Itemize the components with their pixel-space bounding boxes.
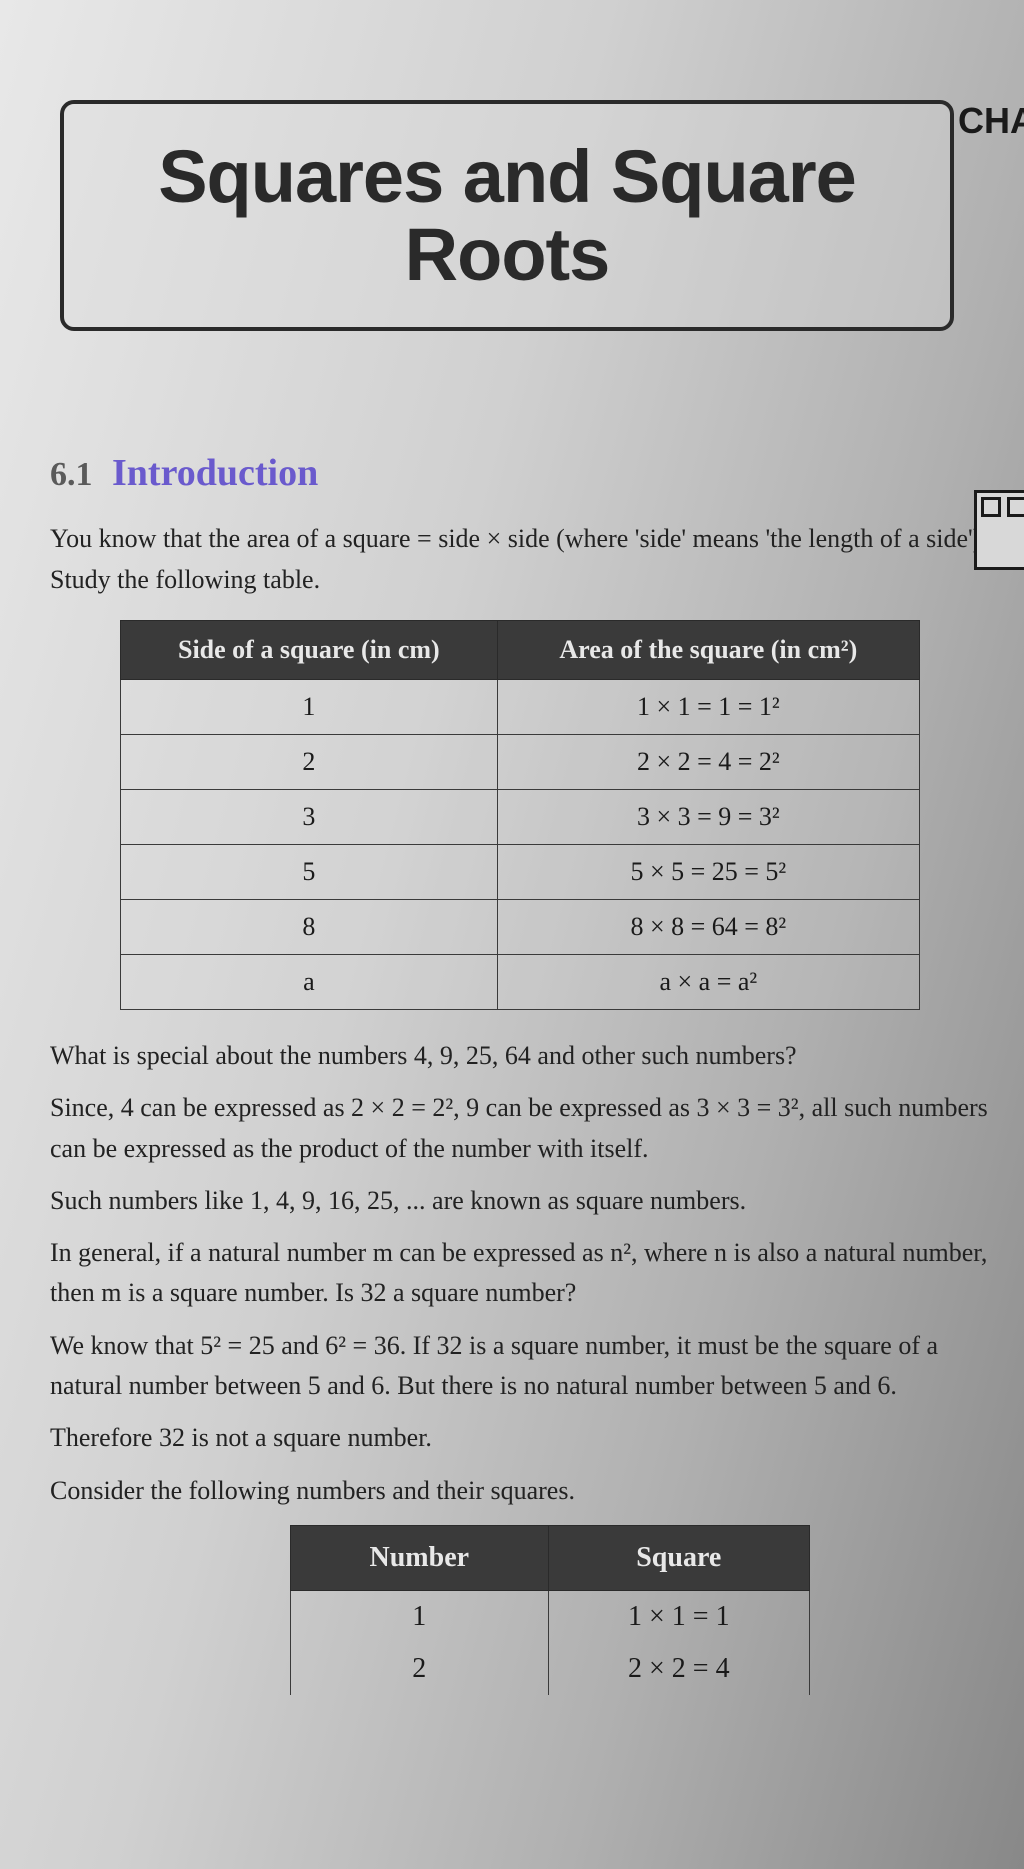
table1-cell: 2 [121,734,498,789]
table1-cell: 2 × 2 = 4 = 2² [497,734,919,789]
table2-cell: 2 [291,1643,549,1695]
intro-paragraph: You know that the area of a square = sid… [50,519,994,600]
section-heading-text: Introduction [112,452,318,494]
table2-header-square: Square [548,1525,809,1590]
table1-cell: 8 × 8 = 64 = 8² [497,899,919,954]
table-row: 11 × 1 = 1 = 1² [121,679,920,734]
explain-paragraph-2: Such numbers like 1, 4, 9, 16, 25, ... a… [50,1181,994,1221]
table-row: 11 × 1 = 1 [291,1590,810,1643]
table-row: 33 × 3 = 9 = 3² [121,789,920,844]
lead-in-paragraph: Consider the following numbers and their… [50,1471,994,1511]
table-row: 22 × 2 = 4 [291,1643,810,1695]
explain-paragraph-3: In general, if a natural number m can be… [50,1233,994,1314]
chapter-title: Squares and Square Roots [104,138,910,293]
table1-cell: a × a = a² [497,954,919,1009]
table1-cell: 5 [121,844,498,899]
table1-header-side: Side of a square (in cm) [121,620,498,679]
qr-code-icon [974,490,1024,570]
table2-header-number: Number [291,1525,549,1590]
explain-paragraph-4: We know that 5² = 25 and 6² = 36. If 32 … [50,1326,994,1407]
side-area-table: Side of a square (in cm) Area of the squ… [120,620,920,1010]
table2-cell: 1 × 1 = 1 [548,1590,809,1643]
table1-cell: a [121,954,498,1009]
table-row: aa × a = a² [121,954,920,1009]
table2-cell: 1 [291,1590,549,1643]
table1-cell: 3 [121,789,498,844]
conclusion-paragraph: Therefore 32 is not a square number. [50,1418,994,1458]
chapter-title-box: Squares and Square Roots [60,100,954,331]
table-row: 22 × 2 = 4 = 2² [121,734,920,789]
chapter-badge: CHA [958,100,1024,142]
table-row: 88 × 8 = 64 = 8² [121,899,920,954]
section-heading: 6.1 Introduction [50,451,994,495]
table1-cell: 1 × 1 = 1 = 1² [497,679,919,734]
table1-cell: 8 [121,899,498,954]
number-square-table: Number Square 11 × 1 = 1 22 × 2 = 4 [290,1525,810,1695]
table1-header-area: Area of the square (in cm²) [497,620,919,679]
question-paragraph: What is special about the numbers 4, 9, … [50,1036,994,1076]
table-row: 55 × 5 = 25 = 5² [121,844,920,899]
table1-cell: 5 × 5 = 25 = 5² [497,844,919,899]
section-number: 6.1 [50,456,93,493]
textbook-page: CHA Squares and Square Roots 6.1 Introdu… [0,0,1024,1869]
table1-cell: 1 [121,679,498,734]
table1-cell: 3 × 3 = 9 = 3² [497,789,919,844]
table2-cell: 2 × 2 = 4 [548,1643,809,1695]
explain-paragraph-1: Since, 4 can be expressed as 2 × 2 = 2²,… [50,1088,994,1169]
